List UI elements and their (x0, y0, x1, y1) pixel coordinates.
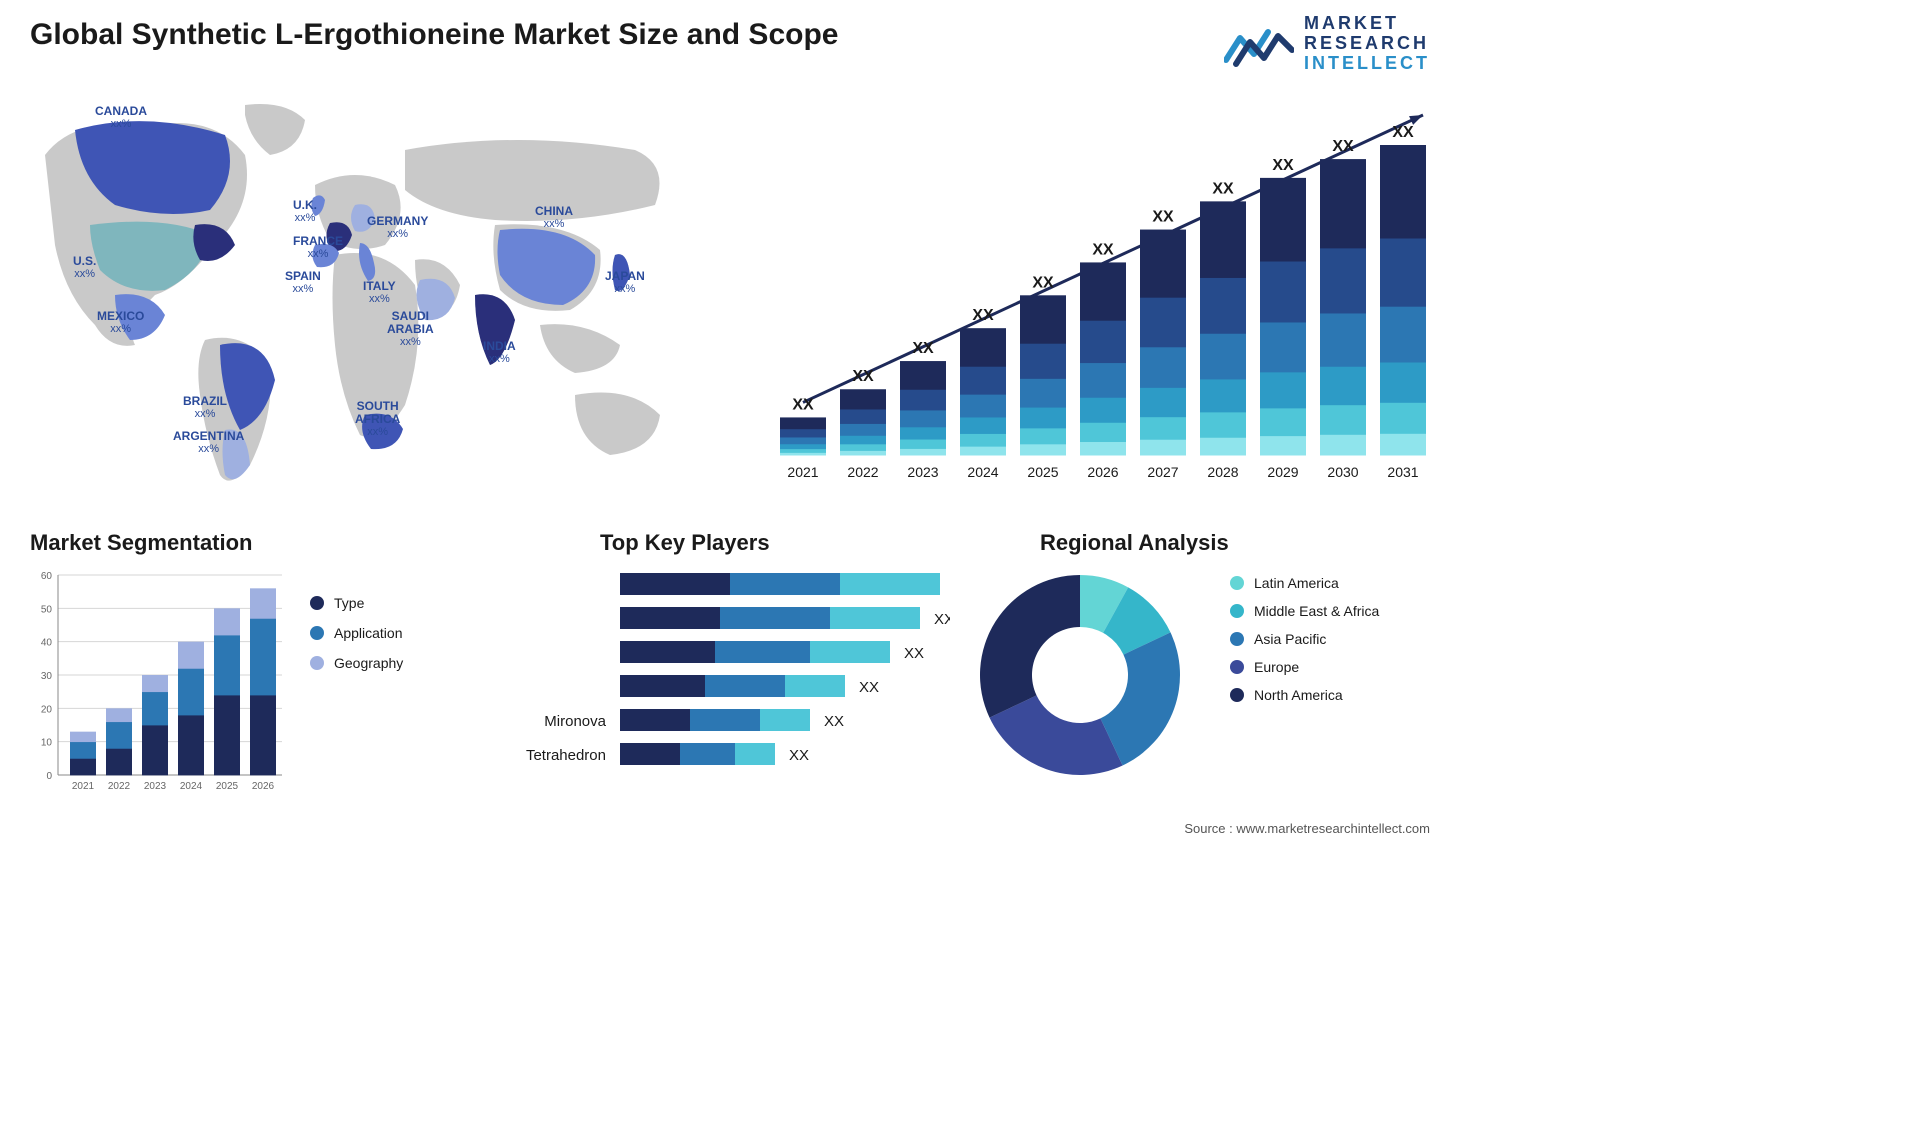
map-label: SOUTHAFRICAxx% (355, 400, 400, 438)
svg-text:2031: 2031 (1387, 464, 1418, 480)
legend-item: Asia Pacific (1230, 631, 1379, 647)
svg-text:XX: XX (904, 645, 924, 662)
map-label: ARGENTINAxx% (173, 430, 244, 455)
logo-mark-icon (1224, 20, 1294, 68)
svg-text:2025: 2025 (216, 781, 239, 792)
segmentation-heading: Market Segmentation (30, 530, 253, 556)
svg-text:Mironova: Mironova (544, 713, 606, 730)
svg-text:2026: 2026 (252, 781, 275, 792)
map-label: GERMANYxx% (367, 215, 428, 240)
svg-text:2030: 2030 (1327, 464, 1358, 480)
logo-line-3: INTELLECT (1304, 54, 1430, 74)
svg-text:Tetrahedron: Tetrahedron (526, 747, 606, 764)
svg-text:2025: 2025 (1027, 464, 1058, 480)
growth-chart: XX 2021 XX 2022 XX 2023 XX 2024 XX 2025 XX 2026 XX 20… (760, 95, 1430, 490)
map-label: ITALYxx% (363, 280, 396, 305)
svg-text:2024: 2024 (180, 781, 203, 792)
svg-text:XX: XX (912, 340, 934, 357)
map-label: SAUDIARABIAxx% (387, 310, 434, 348)
legend-item: Type (310, 595, 403, 611)
svg-text:2027: 2027 (1147, 464, 1178, 480)
svg-text:2029: 2029 (1267, 464, 1298, 480)
svg-text:30: 30 (41, 671, 53, 682)
svg-text:40: 40 (41, 638, 53, 649)
segmentation-legend: Type Application Geography (310, 595, 403, 685)
map-label: BRAZILxx% (183, 395, 227, 420)
svg-text:2024: 2024 (967, 464, 998, 480)
svg-text:2021: 2021 (787, 464, 818, 480)
segmentation-chart: 0 10 20 30 40 50 60 2021 2022 2023 2024 2025 2026 Ty… (30, 565, 450, 820)
svg-text:2026: 2026 (1087, 464, 1118, 480)
map-label: CANADAxx% (95, 105, 147, 130)
svg-text:2028: 2028 (1207, 464, 1238, 480)
players-heading: Top Key Players (600, 530, 770, 556)
regional-heading: Regional Analysis (1040, 530, 1229, 556)
map-label: JAPANxx% (605, 270, 645, 295)
map-label: U.S.xx% (73, 255, 96, 280)
svg-text:XX: XX (792, 396, 814, 413)
svg-text:10: 10 (41, 738, 53, 749)
regional-chart: Latin America Middle East & Africa Asia Pa… (970, 565, 1430, 820)
svg-text:XX: XX (859, 679, 879, 696)
players-chart: XXXXXXXXXXMironovaXXTetrahedron (450, 565, 950, 820)
svg-text:XX: XX (1152, 209, 1174, 226)
world-map: CANADAxx% U.S.xx% MEXICOxx% BRAZILxx% ARGENT… (15, 95, 695, 495)
brand-logo: MARKET RESEARCH INTELLECT (1224, 14, 1430, 73)
svg-text:XX: XX (1272, 157, 1294, 174)
legend-item: North America (1230, 687, 1379, 703)
logo-line-1: MARKET (1304, 14, 1430, 34)
map-label: U.K.xx% (293, 199, 317, 224)
regional-legend: Latin America Middle East & Africa Asia Pa… (1230, 575, 1379, 715)
svg-text:XX: XX (1092, 241, 1114, 258)
map-label: CHINAxx% (535, 205, 573, 230)
svg-text:XX: XX (1032, 274, 1054, 291)
svg-text:XX: XX (1212, 180, 1234, 197)
logo-text: MARKET RESEARCH INTELLECT (1304, 14, 1430, 73)
svg-text:XX: XX (934, 611, 950, 628)
source-attribution: Source : www.marketresearchintellect.com (1184, 821, 1430, 836)
svg-text:20: 20 (41, 704, 53, 715)
svg-text:XX: XX (789, 747, 809, 764)
svg-text:2023: 2023 (144, 781, 167, 792)
svg-text:XX: XX (1392, 124, 1414, 141)
svg-text:XX: XX (972, 307, 994, 324)
legend-item: Middle East & Africa (1230, 603, 1379, 619)
svg-text:XX: XX (852, 368, 874, 385)
page-title: Global Synthetic L-Ergothioneine Market … (30, 18, 838, 52)
legend-item: Latin America (1230, 575, 1379, 591)
svg-text:XX: XX (824, 713, 844, 730)
svg-text:2022: 2022 (847, 464, 878, 480)
svg-text:XX: XX (1332, 138, 1354, 155)
svg-text:0: 0 (46, 771, 52, 782)
svg-text:50: 50 (41, 604, 53, 615)
legend-item: Application (310, 625, 403, 641)
svg-text:2022: 2022 (108, 781, 131, 792)
map-label: INDIAxx% (483, 340, 516, 365)
svg-text:2021: 2021 (72, 781, 95, 792)
svg-text:2023: 2023 (907, 464, 938, 480)
legend-item: Europe (1230, 659, 1379, 675)
logo-line-2: RESEARCH (1304, 34, 1430, 54)
svg-text:60: 60 (41, 571, 53, 582)
legend-item: Geography (310, 655, 403, 671)
map-label: SPAINxx% (285, 270, 321, 295)
map-label: MEXICOxx% (97, 310, 144, 335)
map-label: FRANCExx% (293, 235, 343, 260)
